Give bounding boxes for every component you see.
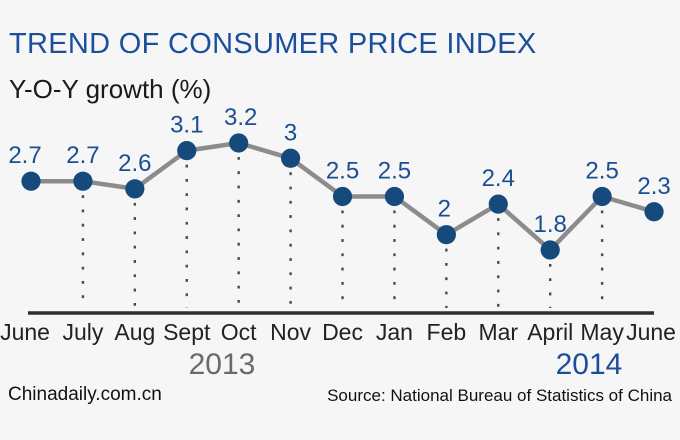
data-point <box>177 141 197 161</box>
data-point <box>436 225 456 245</box>
data-point <box>125 179 145 199</box>
data-point-label: 2.7 <box>66 142 99 169</box>
month-label: July <box>62 319 103 345</box>
year-label-2014: 2014 <box>555 348 623 381</box>
data-point <box>229 133 249 153</box>
data-point-label: 2.5 <box>585 157 618 184</box>
month-label: Aug <box>114 319 155 345</box>
data-point-label: 3.1 <box>170 112 203 139</box>
data-point <box>73 171 93 191</box>
data-point-label: 2.4 <box>482 165 515 192</box>
month-label: Feb <box>427 319 467 345</box>
data-point-label: 2.7 <box>8 142 41 169</box>
month-label: May <box>580 319 624 345</box>
month-label: Oct <box>221 319 257 345</box>
data-point <box>644 202 664 222</box>
month-label: Dec <box>322 319 363 345</box>
year-label-2013: 2013 <box>188 348 256 381</box>
data-point <box>592 186 612 207</box>
data-point-label: 2.5 <box>326 157 359 184</box>
data-point <box>488 194 508 214</box>
data-point <box>384 186 405 207</box>
brand-credit: Chinadaily.com.cn <box>8 384 162 405</box>
month-label: Jan <box>376 319 413 345</box>
data-point-label: 2.3 <box>637 173 670 200</box>
data-point-label: 2.6 <box>118 150 151 177</box>
chart-title: TREND OF CONSUMER PRICE INDEX <box>9 28 537 60</box>
chart-subtitle: Y-O-Y growth (%) <box>9 74 212 104</box>
data-point-label: 2.5 <box>378 157 411 184</box>
data-point <box>332 186 353 207</box>
data-point-label: 3 <box>284 119 297 146</box>
month-label: June <box>626 319 676 345</box>
month-label: June <box>0 319 50 345</box>
data-point <box>281 148 301 168</box>
source-credit: Source: National Bureau of Statistics of… <box>327 386 672 405</box>
month-label: Mar <box>478 319 518 345</box>
data-point-label: 2 <box>438 196 451 223</box>
data-point-label: 1.8 <box>534 211 567 238</box>
month-label: Nov <box>270 319 311 345</box>
month-label: April <box>527 319 573 345</box>
data-point-label: 3.2 <box>224 104 257 131</box>
data-point <box>21 171 41 191</box>
month-label: Sept <box>163 319 211 345</box>
data-point <box>540 240 560 260</box>
